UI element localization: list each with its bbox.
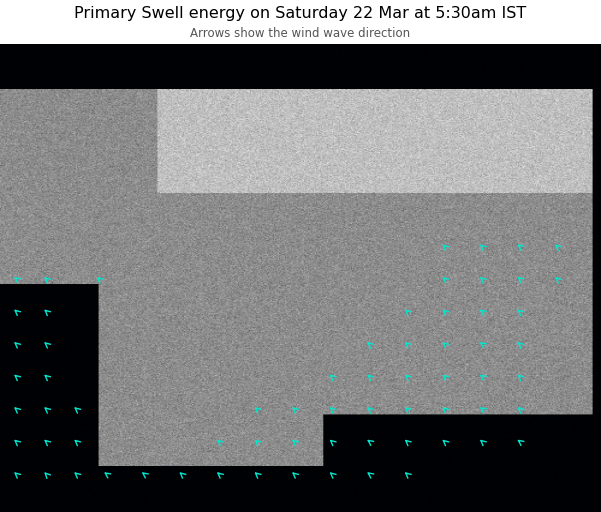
Text: Primary Swell energy on Saturday 22 Mar at 5:30am IST: Primary Swell energy on Saturday 22 Mar … <box>75 7 526 22</box>
Text: Arrows show the wind wave direction: Arrows show the wind wave direction <box>191 28 410 40</box>
